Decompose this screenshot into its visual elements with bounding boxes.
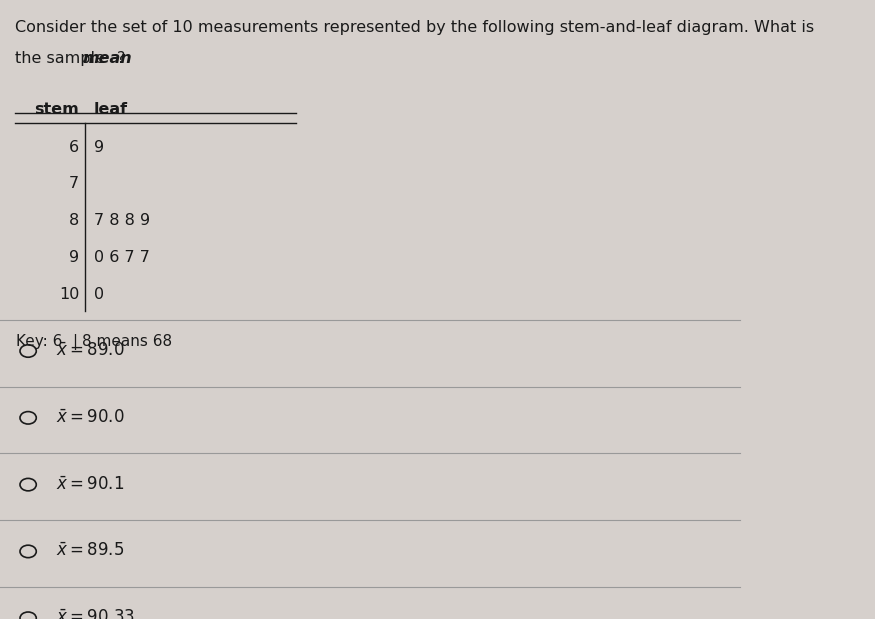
Text: 8: 8 [69, 214, 80, 228]
Text: $\bar{x} = 90.0$: $\bar{x} = 90.0$ [55, 409, 124, 427]
Text: ?: ? [117, 51, 125, 66]
Text: 0: 0 [94, 287, 104, 302]
Text: 0 6 7 7: 0 6 7 7 [94, 250, 150, 265]
Text: 8 means 68: 8 means 68 [82, 334, 172, 349]
Text: 9: 9 [69, 250, 80, 265]
Text: 7: 7 [69, 176, 80, 191]
Text: $\bar{x} = 89.5$: $\bar{x} = 89.5$ [55, 542, 123, 560]
Text: 7 8 8 9: 7 8 8 9 [94, 214, 150, 228]
Text: $\bar{x} = 90.1$: $\bar{x} = 90.1$ [55, 475, 123, 493]
Text: the sample: the sample [15, 51, 109, 66]
Text: |: | [72, 334, 77, 350]
Text: 9: 9 [94, 140, 104, 155]
Text: mean: mean [83, 51, 132, 66]
Text: 6: 6 [69, 140, 80, 155]
Text: Consider the set of 10 measurements represented by the following stem-and-leaf d: Consider the set of 10 measurements repr… [15, 20, 814, 35]
Text: stem: stem [34, 102, 80, 117]
Text: Key: 6: Key: 6 [17, 334, 63, 349]
Text: $\bar{x} = 90.33$: $\bar{x} = 90.33$ [55, 609, 135, 619]
Text: $\bar{x} = 89.0$: $\bar{x} = 89.0$ [55, 342, 124, 360]
Text: leaf: leaf [94, 102, 128, 117]
Text: 10: 10 [59, 287, 80, 302]
